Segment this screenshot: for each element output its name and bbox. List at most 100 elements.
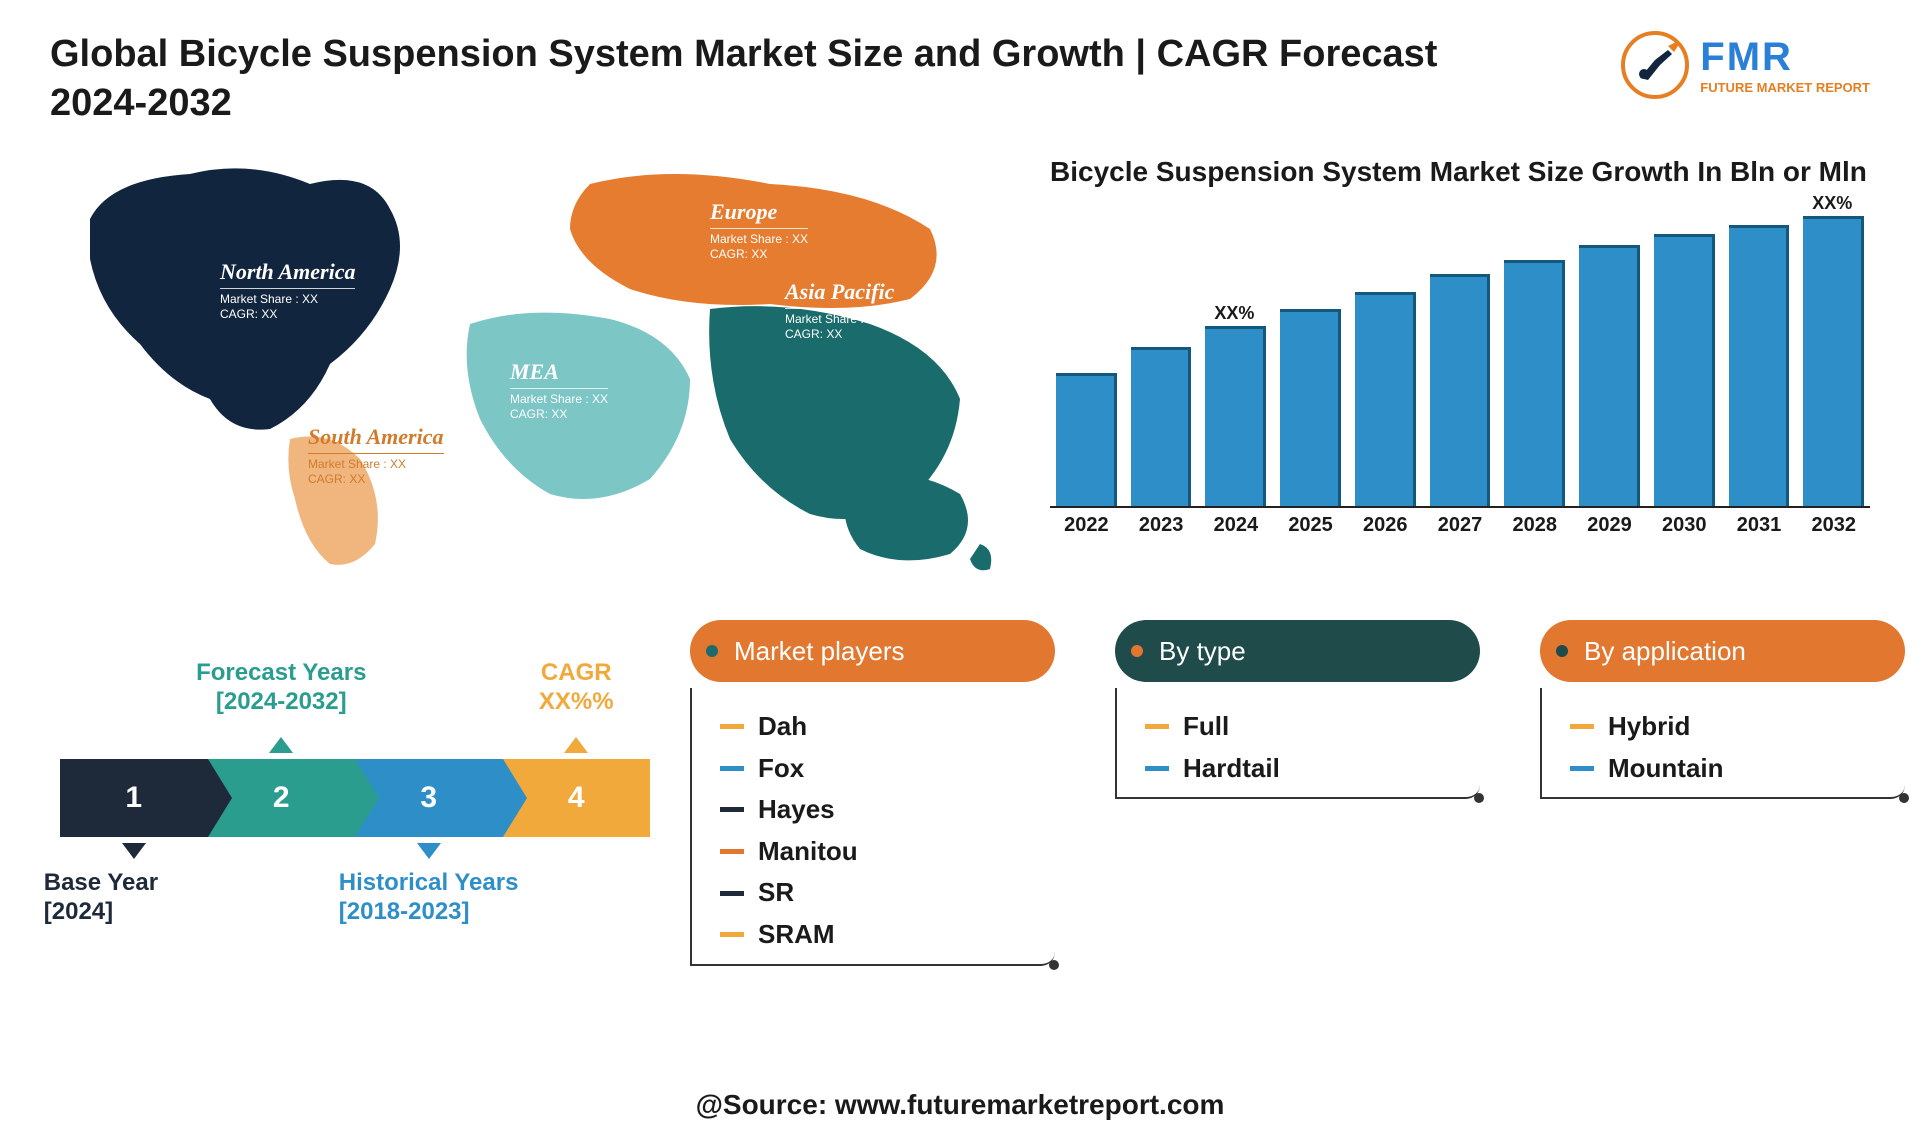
bar-2027: [1430, 274, 1491, 506]
bar-2024: XX%: [1205, 326, 1266, 506]
region-australia: [844, 474, 968, 560]
region-label-south_america: South AmericaMarket Share : XXCAGR: XX: [308, 424, 444, 488]
pill-title: Market players: [734, 636, 905, 667]
bar-2029: [1579, 245, 1640, 506]
xaxis-label: 2030: [1654, 514, 1715, 537]
region-label-asia_pacific: Asia PacificMarket Share : XXCAGR: XX: [785, 279, 894, 343]
bar-chart: Bicycle Suspension System Market Size Gr…: [1050, 149, 1870, 579]
xaxis-label: 2024: [1205, 514, 1266, 537]
xaxis-label: 2026: [1355, 514, 1416, 537]
logo: FMR FUTURE MARKET REPORT: [1620, 30, 1870, 100]
pill-item: Hayes: [720, 789, 1027, 831]
triangle-down-icon: [122, 843, 146, 859]
pill-title: By type: [1159, 636, 1246, 667]
pill-item-label: Hardtail: [1183, 748, 1280, 790]
pill-item-label: Dah: [758, 706, 807, 748]
pill-column: By application HybridMountain: [1540, 620, 1905, 966]
chart-title: Bicycle Suspension System Market Size Gr…: [1050, 154, 1870, 190]
triangle-up-icon: [564, 737, 588, 753]
header: Global Bicycle Suspension System Market …: [50, 30, 1870, 129]
logo-text: FMR FUTURE MARKET REPORT: [1700, 35, 1870, 95]
timeline-label: CAGRXX%%: [486, 659, 666, 717]
pill-item: SRAM: [720, 914, 1027, 956]
pill-header: Market players: [690, 620, 1055, 682]
dash-icon: [720, 932, 744, 937]
chart-xaxis: 2022 2023 2024 2025 2026 2027 2028 2029 2030 2031…: [1050, 508, 1870, 537]
pill-list: FullHardtail: [1115, 688, 1480, 799]
dot-icon: [1556, 645, 1568, 657]
timeline-label: Historical Years[2018-2023]: [339, 869, 539, 927]
pill-item: Hardtail: [1145, 748, 1452, 790]
dot-icon: [1131, 645, 1143, 657]
triangle-up-icon: [269, 737, 293, 753]
pill-item: Fox: [720, 748, 1027, 790]
timeline-label: Base Year[2024]: [44, 869, 244, 927]
chart-area: XX%XX%: [1050, 198, 1870, 508]
pill-list: HybridMountain: [1540, 688, 1905, 799]
logo-main: FMR: [1700, 35, 1870, 80]
dot-icon: [706, 645, 718, 657]
pill-item-label: Fox: [758, 748, 804, 790]
pill-item: Mountain: [1570, 748, 1877, 790]
dash-icon: [1145, 724, 1169, 729]
bar-2025: [1280, 309, 1341, 506]
pill-header: By application: [1540, 620, 1905, 682]
category-columns: Market playersDahFoxHayesManitouSRSRAMBy…: [690, 620, 1905, 966]
bar-2030: [1654, 234, 1715, 507]
pill-item-label: Hybrid: [1608, 706, 1690, 748]
bar-2028: [1504, 260, 1565, 507]
dash-icon: [720, 849, 744, 854]
pill-column: Market players DahFoxHayesManitouSRSRAM: [690, 620, 1055, 966]
bar-annotation: XX%: [1214, 303, 1254, 324]
pill-item: Hybrid: [1570, 706, 1877, 748]
pill-title: By application: [1584, 636, 1746, 667]
xaxis-label: 2029: [1579, 514, 1640, 537]
dash-icon: [1145, 766, 1169, 771]
region-label-europe: EuropeMarket Share : XXCAGR: XX: [710, 199, 808, 263]
pill-list: DahFoxHayesManitouSRSRAM: [690, 688, 1055, 966]
bar-2023: [1131, 347, 1192, 507]
bar-annotation: XX%: [1812, 193, 1852, 214]
world-map: North AmericaMarket Share : XXCAGR: XX So…: [50, 149, 1010, 579]
source-attribution: @Source: www.futuremarketreport.com: [696, 1089, 1225, 1121]
triangle-down-icon: [417, 843, 441, 859]
pill-item-label: Manitou: [758, 831, 858, 873]
telescope-icon: [1620, 30, 1690, 100]
pill-item-label: SR: [758, 872, 794, 914]
xaxis-label: 2023: [1131, 514, 1192, 537]
timeline-segment-1: 1: [60, 759, 208, 837]
bar-2026: [1355, 292, 1416, 507]
timeline: 1234 Base Year[2024]Forecast Years[2024-…: [60, 659, 650, 737]
page-title: Global Bicycle Suspension System Market …: [50, 30, 1450, 129]
dash-icon: [1570, 766, 1594, 771]
region-nz: [970, 544, 991, 570]
region-label-mea: MEAMarket Share : XXCAGR: XX: [510, 359, 608, 423]
pill-item-label: Hayes: [758, 789, 835, 831]
pill-item-label: SRAM: [758, 914, 835, 956]
pill-item: Manitou: [720, 831, 1027, 873]
xaxis-label: 2031: [1729, 514, 1790, 537]
bar-2031: [1729, 225, 1790, 506]
bar-2032: XX%: [1803, 216, 1864, 506]
xaxis-label: 2027: [1430, 514, 1491, 537]
xaxis-label: 2032: [1803, 514, 1864, 537]
xaxis-label: 2028: [1504, 514, 1565, 537]
pill-item-label: Full: [1183, 706, 1229, 748]
pill-item: SR: [720, 872, 1027, 914]
dash-icon: [720, 766, 744, 771]
region-label-north_america: North AmericaMarket Share : XXCAGR: XX: [220, 259, 355, 323]
logo-sub: FUTURE MARKET REPORT: [1700, 80, 1870, 95]
pill-item: Full: [1145, 706, 1452, 748]
dash-icon: [720, 724, 744, 729]
dash-icon: [720, 891, 744, 896]
xaxis-label: 2025: [1280, 514, 1341, 537]
pill-header: By type: [1115, 620, 1480, 682]
dash-icon: [1570, 724, 1594, 729]
pill-item-label: Mountain: [1608, 748, 1724, 790]
pill-item: Dah: [720, 706, 1027, 748]
timeline-label: Forecast Years[2024-2032]: [191, 659, 371, 717]
bar-2022: [1056, 373, 1117, 506]
xaxis-label: 2022: [1056, 514, 1117, 537]
dash-icon: [720, 807, 744, 812]
pill-column: By type FullHardtail: [1115, 620, 1480, 966]
